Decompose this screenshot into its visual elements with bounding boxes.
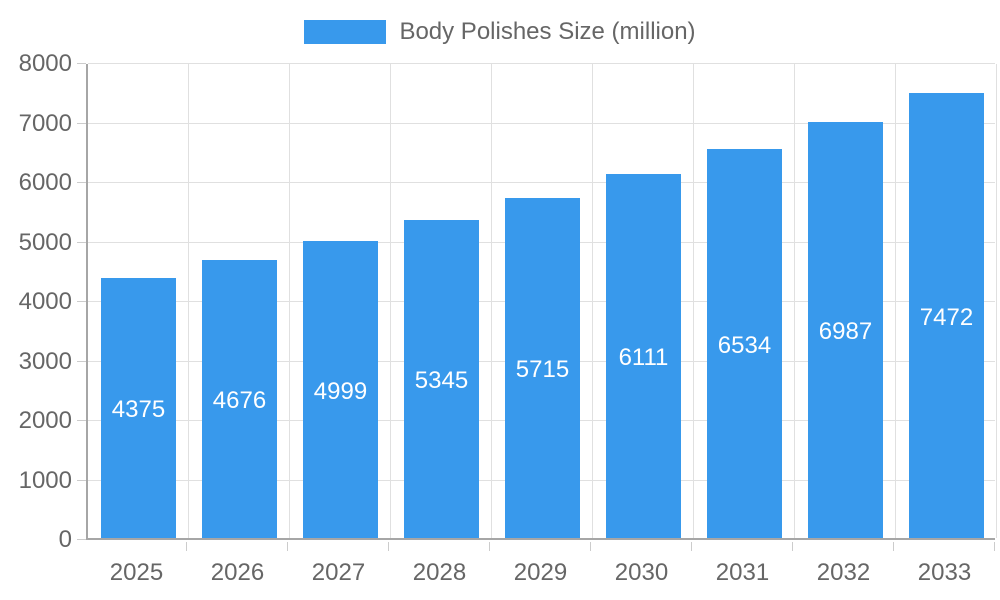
x-axis-tick-mark [691, 542, 692, 551]
y-axis-tick-label: 5000 [18, 228, 72, 256]
y-axis-tick-label: 4000 [18, 288, 72, 315]
bar-value-label: 6111 [618, 344, 669, 371]
gridline-vertical [390, 64, 391, 538]
y-axis-tick-label: 7000 [18, 109, 72, 137]
legend-swatch [304, 20, 387, 44]
y-axis-tick-mark [77, 479, 86, 481]
y-axis-tick-label: 6000 [18, 169, 72, 196]
bar[interactable] [707, 149, 782, 538]
bar-value-label: 5345 [414, 367, 469, 394]
bar[interactable] [202, 260, 277, 538]
bar-value-label: 5715 [515, 356, 570, 383]
y-axis-tick-mark [77, 182, 86, 183]
bar[interactable] [303, 241, 378, 538]
bar-value-label: 6987 [818, 318, 873, 345]
x-axis-tick-mark [388, 542, 389, 551]
bar[interactable] [101, 278, 176, 538]
y-axis-tick-mark [77, 360, 86, 362]
gridline-horizontal [88, 182, 995, 183]
gridline-vertical [188, 64, 189, 538]
gridline-vertical [491, 64, 492, 538]
x-axis-tick-label: 2031 [715, 559, 770, 586]
bar-value-label: 4999 [313, 377, 368, 405]
gridline-vertical [996, 64, 997, 538]
x-axis-tick-mark [994, 542, 995, 551]
bar-value-label: 7472 [919, 303, 974, 331]
gridline-vertical [895, 64, 896, 538]
gridline-horizontal [88, 63, 995, 64]
y-axis-tick-mark [77, 420, 86, 421]
y-axis-tick-mark [77, 301, 86, 302]
bar[interactable] [808, 122, 883, 538]
y-axis-tick-mark [77, 63, 86, 64]
x-axis-tick-mark [489, 542, 490, 551]
bar-value-label: 6534 [717, 331, 772, 359]
x-axis-tick-label: 2025 [109, 559, 164, 586]
y-axis-tick-label: 3000 [18, 347, 72, 375]
x-axis-tick-label: 2028 [412, 559, 467, 586]
legend-label: Body Polishes Size (million) [399, 18, 696, 45]
x-axis-tick-label: 2026 [210, 559, 265, 586]
x-axis-tick-mark [792, 542, 793, 551]
gridline-vertical [289, 64, 290, 538]
gridline-horizontal [88, 122, 995, 124]
x-axis-tick-label: 2027 [311, 559, 366, 586]
y-axis-tick-label: 2000 [18, 407, 72, 434]
bar[interactable] [404, 220, 479, 538]
y-axis-tick-mark [77, 539, 86, 540]
y-axis-tick-mark [77, 241, 86, 243]
x-axis-tick-label: 2032 [816, 559, 871, 586]
bar[interactable] [606, 174, 681, 538]
plot-area: 4375 4676 4999 5345 5715 6111 6534 6987 7472 [86, 63, 997, 540]
gridline-vertical [592, 64, 593, 538]
y-axis-tick-mark [77, 122, 86, 124]
bar[interactable] [909, 93, 984, 538]
y-axis-tick-label: 0 [58, 526, 72, 553]
x-axis-tick-mark [893, 542, 894, 551]
x-axis-tick-label: 2030 [614, 559, 669, 586]
gridline-vertical [794, 64, 795, 538]
y-axis-tick-label: 8000 [18, 50, 72, 77]
bar-value-label: 4375 [111, 396, 166, 423]
bar[interactable] [505, 198, 580, 538]
y-axis-tick-label: 1000 [18, 466, 72, 494]
x-axis-tick-mark [590, 542, 591, 551]
x-axis-tick-label: 2033 [917, 559, 972, 586]
bar-value-label: 4676 [212, 387, 267, 414]
gridline-vertical [693, 64, 694, 538]
x-axis-tick-mark [287, 542, 288, 551]
x-axis-tick-label: 2029 [513, 559, 568, 586]
x-axis-tick-mark [186, 542, 187, 551]
legend[interactable]: Body Polishes Size (million) [0, 18, 1000, 46]
